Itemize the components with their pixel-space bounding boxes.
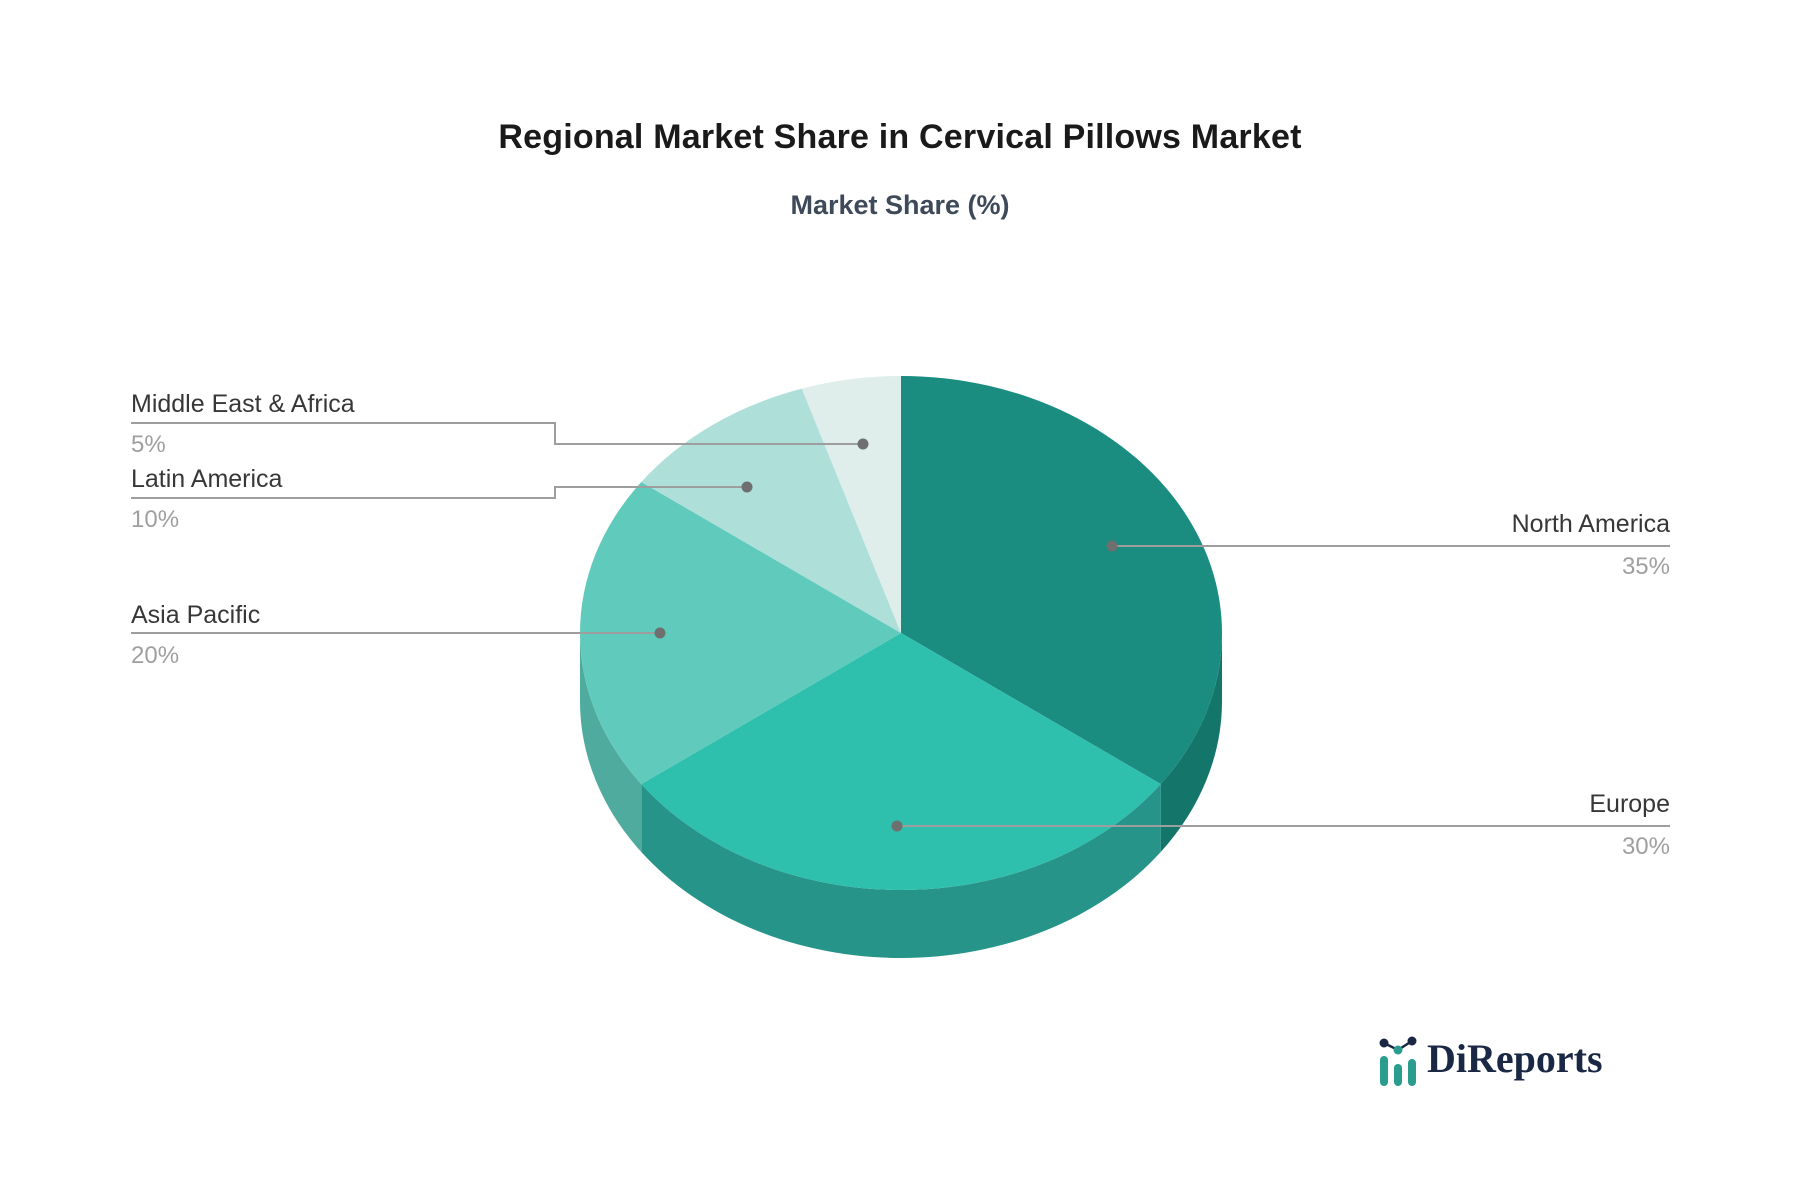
leader-line-latin-america: [131, 486, 747, 499]
chart-title: Regional Market Share in Cervical Pillow…: [498, 118, 1302, 156]
leader-line-middle-east-africa: [131, 422, 863, 445]
slice-side-europe: [641, 784, 1161, 958]
label-latin-america: Latin America: [131, 465, 283, 493]
slice-asia-pacific[interactable]: [580, 481, 901, 785]
leader-dot-middle-east-africa: [857, 438, 869, 450]
slice-side-north-america: [1160, 633, 1222, 853]
label-europe: Europe: [1589, 790, 1670, 818]
value-asia-pacific: 20%: [131, 642, 180, 669]
value-europe: 30%: [1621, 833, 1670, 860]
slice-north-america[interactable]: [901, 376, 1222, 785]
label-north-america: North America: [1511, 510, 1670, 538]
slice-side-asia-pacific: [580, 633, 642, 853]
chart-subtitle: Market Share (%): [790, 190, 1010, 220]
label-asia-pacific: Asia Pacific: [131, 601, 261, 629]
leader-dot-north-america: [1106, 540, 1118, 552]
logo-text: DiReports: [1427, 1036, 1603, 1081]
value-latin-america: 10%: [131, 506, 180, 533]
bar-chart-trend-icon: [1379, 1036, 1417, 1086]
slice-middle-east-africa[interactable]: [801, 376, 901, 633]
label-middle-east-africa: Middle East & Africa: [131, 390, 355, 418]
leader-dot-europe: [891, 820, 903, 832]
logo: DiReports: [1378, 1034, 1603, 1086]
value-middle-east-africa: 5%: [131, 431, 166, 458]
slice-latin-america[interactable]: [641, 388, 901, 633]
leader-dot-asia-pacific: [654, 627, 666, 639]
value-north-america: 35%: [1621, 553, 1670, 580]
leader-dot-latin-america: [741, 481, 753, 493]
